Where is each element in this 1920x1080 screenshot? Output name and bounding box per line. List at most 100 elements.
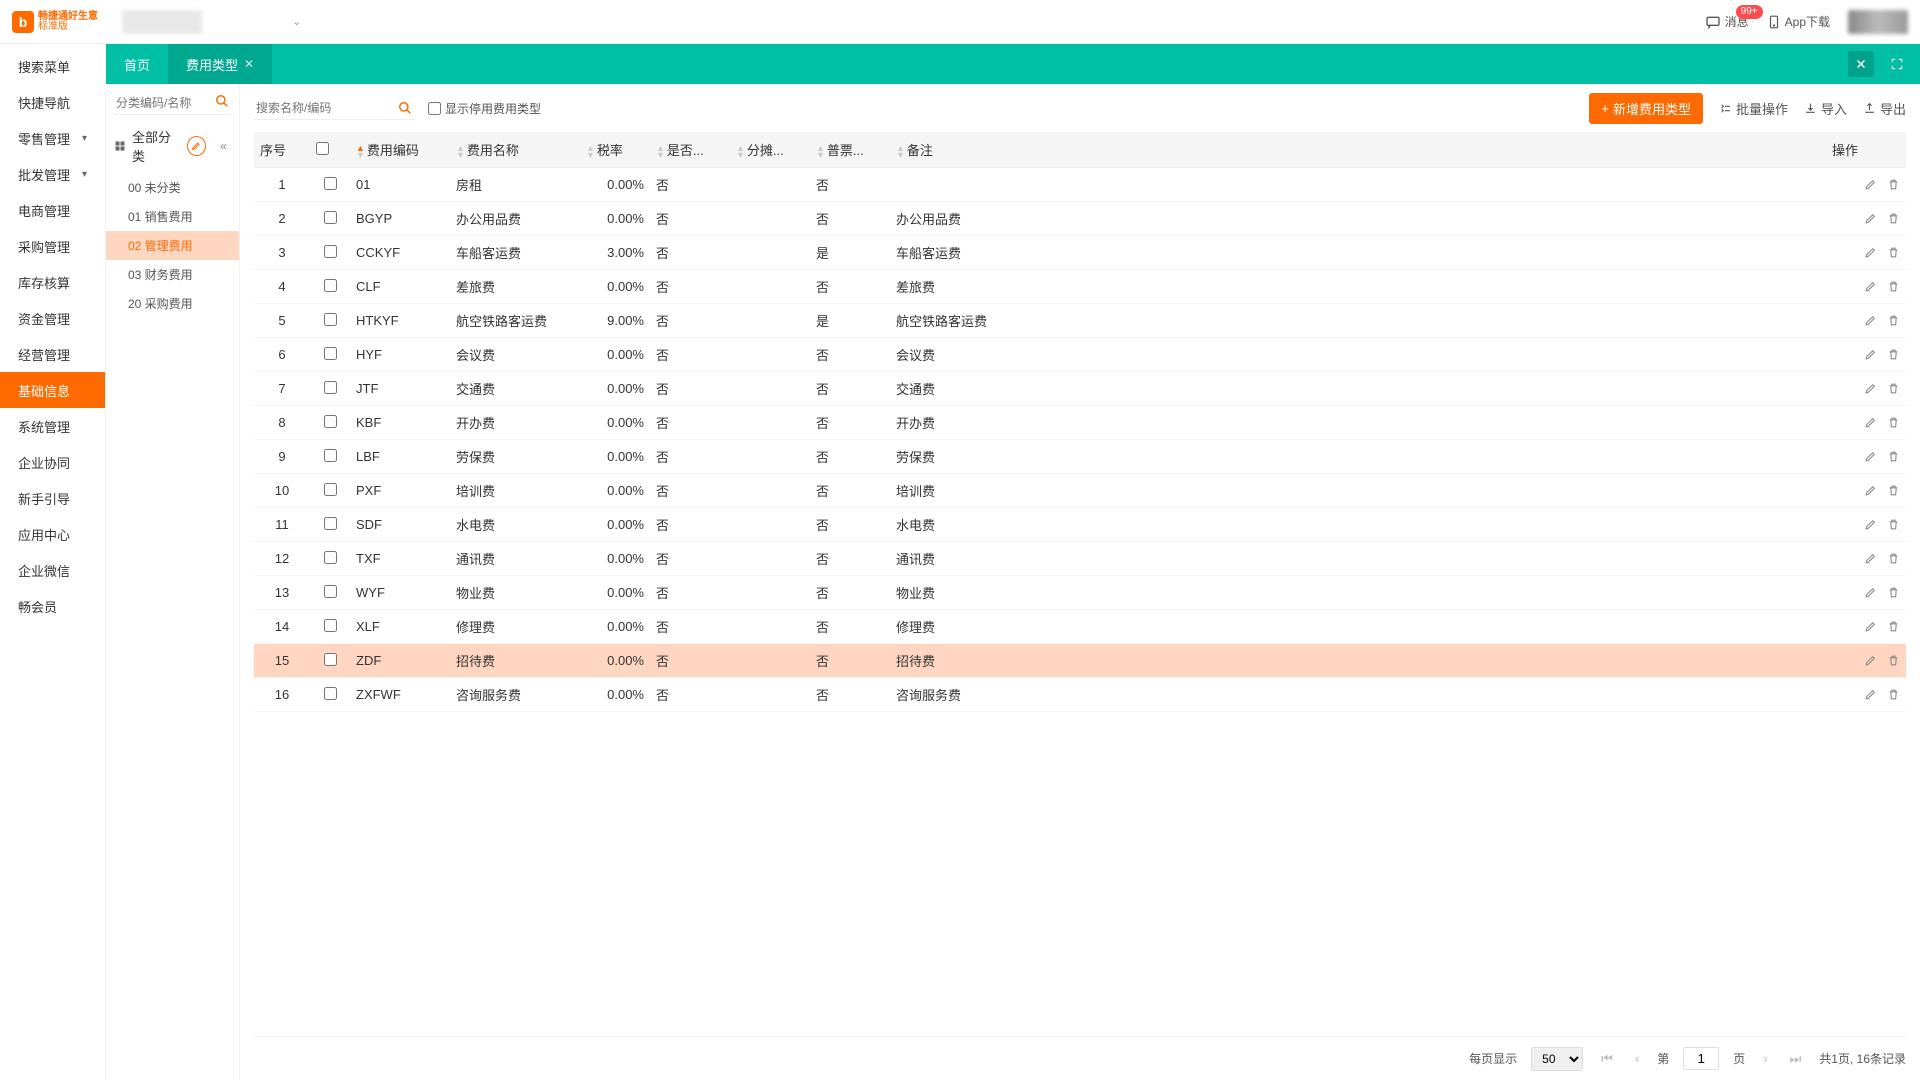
edit-icon[interactable] <box>1864 552 1877 565</box>
delete-icon[interactable] <box>1887 552 1900 565</box>
table-row[interactable]: 10PXF培训费0.00%否否培训费 <box>254 474 1906 508</box>
row-checkbox[interactable] <box>324 415 337 428</box>
row-checkbox[interactable] <box>324 449 337 462</box>
row-checkbox[interactable] <box>324 653 337 666</box>
select-all-checkbox[interactable] <box>316 142 329 155</box>
delete-icon[interactable] <box>1887 382 1900 395</box>
sidebar-item-10[interactable]: 系统管理 <box>0 408 105 444</box>
batch-button[interactable]: 批量操作 <box>1719 99 1788 118</box>
export-button[interactable]: 导出 <box>1863 99 1906 118</box>
sidebar-item-1[interactable]: 快捷导航 <box>0 84 105 120</box>
pager-first-icon[interactable]: ⏮ <box>1597 1051 1617 1067</box>
edit-icon[interactable] <box>1864 178 1877 191</box>
category-all[interactable]: 全部分类 « <box>106 121 239 171</box>
table-row[interactable]: 9LBF劳保费0.00%否否劳保费 <box>254 440 1906 474</box>
search-icon[interactable] <box>215 94 229 108</box>
edit-icon[interactable] <box>1864 484 1877 497</box>
col-seq[interactable]: 序号 <box>254 132 310 168</box>
table-row[interactable]: 15ZDF招待费0.00%否否招待费 <box>254 644 1906 678</box>
edit-icon[interactable] <box>1864 212 1877 225</box>
sidebar-item-11[interactable]: 企业协同 <box>0 444 105 480</box>
row-checkbox[interactable] <box>324 313 337 326</box>
sidebar-item-0[interactable]: 搜索菜单 <box>0 48 105 84</box>
edit-icon[interactable] <box>1864 280 1877 293</box>
delete-icon[interactable] <box>1887 178 1900 191</box>
sidebar-item-13[interactable]: 应用中心 <box>0 516 105 552</box>
category-item-2[interactable]: 02 管理费用 <box>106 231 239 260</box>
table-row[interactable]: 5HTKYF航空铁路客运费9.00%否是航空铁路客运费 <box>254 304 1906 338</box>
edit-icon[interactable] <box>1864 654 1877 667</box>
delete-icon[interactable] <box>1887 518 1900 531</box>
edit-icon[interactable] <box>1864 348 1877 361</box>
delete-icon[interactable] <box>1887 450 1900 463</box>
delete-icon[interactable] <box>1887 246 1900 259</box>
table-row[interactable]: 3CCKYF车船客运费3.00%否是车船客运费 <box>254 236 1906 270</box>
table-row[interactable]: 14XLF修理费0.00%否否修理费 <box>254 610 1906 644</box>
row-checkbox[interactable] <box>324 585 337 598</box>
sidebar-item-5[interactable]: 采购管理 <box>0 228 105 264</box>
edit-icon[interactable] <box>1864 382 1877 395</box>
row-checkbox[interactable] <box>324 687 337 700</box>
edit-icon[interactable] <box>1864 450 1877 463</box>
edit-icon[interactable] <box>1864 518 1877 531</box>
row-checkbox[interactable] <box>324 245 337 258</box>
show-disabled-checkbox[interactable]: 显示停用费用类型 <box>428 100 541 117</box>
row-checkbox[interactable] <box>324 279 337 292</box>
edit-icon[interactable] <box>1864 586 1877 599</box>
sidebar-item-14[interactable]: 企业微信 <box>0 552 105 588</box>
edit-category-icon[interactable] <box>187 136 206 156</box>
table-row[interactable]: 11SDF水电费0.00%否否水电费 <box>254 508 1906 542</box>
delete-icon[interactable] <box>1887 484 1900 497</box>
row-checkbox[interactable] <box>324 483 337 496</box>
edit-icon[interactable] <box>1864 314 1877 327</box>
table-row[interactable]: 101房租0.00%否否 <box>254 168 1906 202</box>
table-row[interactable]: 16ZXFWF咨询服务费0.00%否否咨询服务费 <box>254 678 1906 712</box>
sidebar-item-8[interactable]: 经营管理 <box>0 336 105 372</box>
row-checkbox[interactable] <box>324 551 337 564</box>
table-row[interactable]: 2BGYP办公用品费0.00%否否办公用品费 <box>254 202 1906 236</box>
messages-button[interactable]: 消息 99+ <box>1705 13 1749 30</box>
org-dropdown-icon[interactable]: ⌄ <box>292 15 301 28</box>
delete-icon[interactable] <box>1887 620 1900 633</box>
per-page-select[interactable]: 50 <box>1531 1047 1583 1071</box>
pager-prev-icon[interactable]: ‹ <box>1631 1051 1643 1066</box>
category-search-input[interactable] <box>114 92 231 115</box>
row-checkbox[interactable] <box>324 619 337 632</box>
edit-icon[interactable] <box>1864 416 1877 429</box>
user-avatar[interactable] <box>1848 10 1908 34</box>
delete-icon[interactable] <box>1887 416 1900 429</box>
row-checkbox[interactable] <box>324 517 337 530</box>
delete-icon[interactable] <box>1887 348 1900 361</box>
col-share[interactable]: ▲▼分摊... <box>730 132 810 168</box>
tab-1[interactable]: 费用类型✕ <box>168 44 272 84</box>
app-download-button[interactable]: App下载 <box>1767 13 1830 30</box>
page-input[interactable] <box>1683 1047 1719 1070</box>
col-name[interactable]: ▲▼费用名称 <box>450 132 580 168</box>
table-row[interactable]: 8KBF开办费0.00%否否开办费 <box>254 406 1906 440</box>
delete-icon[interactable] <box>1887 280 1900 293</box>
row-checkbox[interactable] <box>324 381 337 394</box>
edit-icon[interactable] <box>1864 246 1877 259</box>
pager-last-icon[interactable]: ⏭ <box>1786 1051 1806 1067</box>
sidebar-item-6[interactable]: 库存核算 <box>0 264 105 300</box>
col-rate[interactable]: ▲▼税率 <box>580 132 650 168</box>
pager-next-icon[interactable]: › <box>1759 1051 1771 1066</box>
sidebar-item-3[interactable]: 批发管理▾ <box>0 156 105 192</box>
search-icon[interactable] <box>398 101 412 115</box>
category-item-0[interactable]: 00 未分类 <box>106 173 239 202</box>
tab-0[interactable]: 首页 <box>106 44 168 84</box>
collapse-panel-icon[interactable]: « <box>216 139 231 153</box>
table-row[interactable]: 7JTF交通费0.00%否否交通费 <box>254 372 1906 406</box>
delete-icon[interactable] <box>1887 212 1900 225</box>
col-remark[interactable]: ▲▼备注 <box>890 132 1826 168</box>
delete-icon[interactable] <box>1887 314 1900 327</box>
sidebar-item-12[interactable]: 新手引导 <box>0 480 105 516</box>
fullscreen-icon[interactable] <box>1884 51 1910 77</box>
sidebar-item-9[interactable]: 基础信息 <box>0 372 105 408</box>
edit-icon[interactable] <box>1864 688 1877 701</box>
table-row[interactable]: 6HYF会议费0.00%否否会议费 <box>254 338 1906 372</box>
col-checkbox[interactable] <box>310 132 350 168</box>
tab-close-all-icon[interactable] <box>1848 51 1874 77</box>
import-button[interactable]: 导入 <box>1804 99 1847 118</box>
category-item-4[interactable]: 20 采购费用 <box>106 289 239 318</box>
